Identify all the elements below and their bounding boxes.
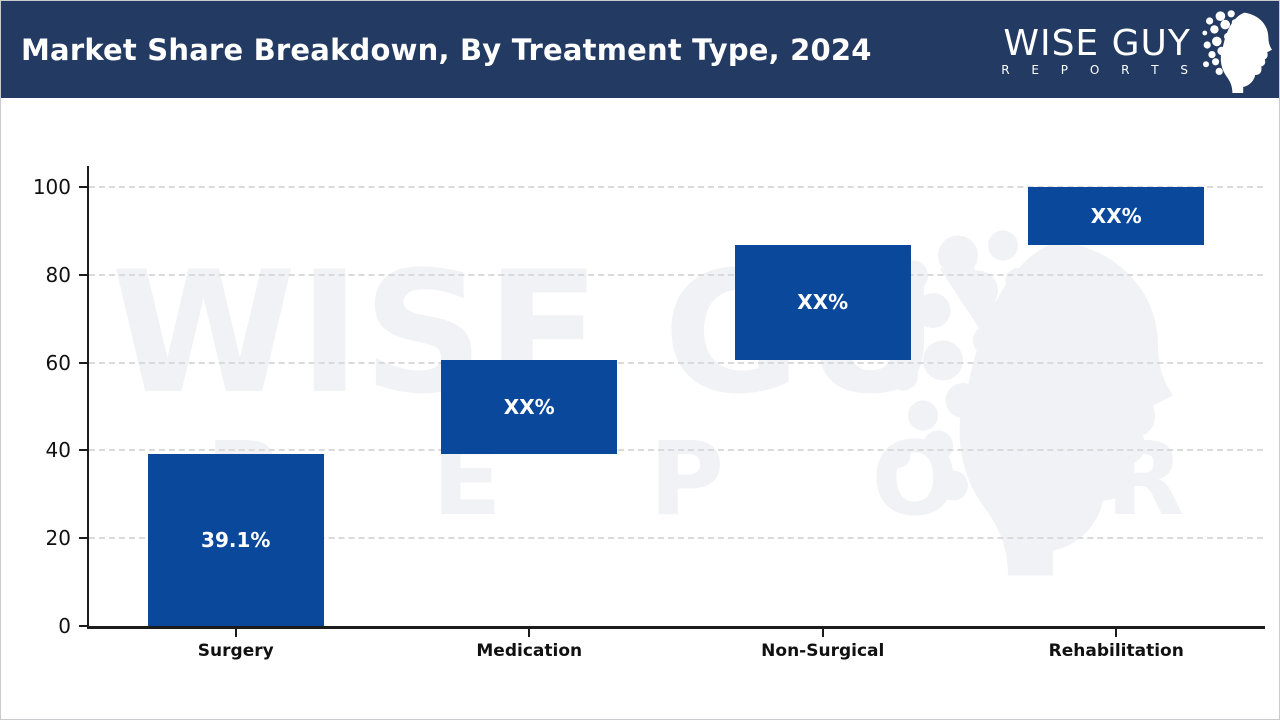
y-tick-label: 80 <box>45 262 71 287</box>
y-tick-label: 20 <box>45 526 71 551</box>
x-category-label: Medication <box>476 641 583 661</box>
bar-value-label: XX% <box>1090 203 1142 228</box>
x-category-label: Non-Surgical <box>761 641 885 661</box>
y-tick-mark <box>79 537 89 540</box>
y-tick-label: 0 <box>58 614 71 638</box>
x-category-label: Surgery <box>197 641 274 661</box>
y-tick-label: 60 <box>45 350 71 375</box>
x-tick-mark <box>234 628 237 637</box>
logo-wordmark: WISE GUY <box>1003 22 1191 64</box>
x-tick-mark <box>821 628 824 637</box>
y-tick-mark <box>79 449 89 452</box>
bar-medication: XX% <box>441 359 618 455</box>
x-tick-mark <box>528 628 531 637</box>
logo-text: WISE GUY R E P O R T S <box>997 22 1197 78</box>
grid-line <box>89 273 1263 276</box>
x-category-label: Rehabilitation <box>1048 641 1184 661</box>
y-tick-mark <box>79 625 89 627</box>
y-tick-label: 100 <box>32 175 71 200</box>
grid-line <box>89 449 1263 452</box>
y-tick-label: 40 <box>45 438 71 463</box>
y-tick-mark <box>79 273 89 276</box>
logo-subtitle: R E P O R T S <box>1001 63 1197 78</box>
y-tick-mark <box>79 361 89 364</box>
x-axis-spine <box>87 626 1265 629</box>
page-title: Market Share Breakdown, By Treatment Typ… <box>21 32 872 67</box>
bar-surgery: 39.1% <box>147 454 324 626</box>
logo-face-icon <box>1199 9 1273 93</box>
watermark-face-icon <box>873 223 1173 578</box>
bar-value-label: 39.1% <box>201 528 271 553</box>
grid-line <box>89 186 1263 189</box>
wise-guy-logo: WISE GUY R E P O R T S <box>997 9 1273 93</box>
x-tick-mark <box>1115 628 1118 637</box>
bar-value-label: XX% <box>503 394 555 419</box>
y-axis-spine <box>87 166 89 628</box>
bar-rehabilitation: XX% <box>1028 187 1205 245</box>
bar-non-surgical: XX% <box>734 244 911 360</box>
bar-value-label: XX% <box>797 290 849 315</box>
y-tick-mark <box>79 186 89 189</box>
header: Market Share Breakdown, By Treatment Typ… <box>1 1 1279 98</box>
grid-line <box>89 537 1263 540</box>
grid-line <box>89 361 1263 364</box>
